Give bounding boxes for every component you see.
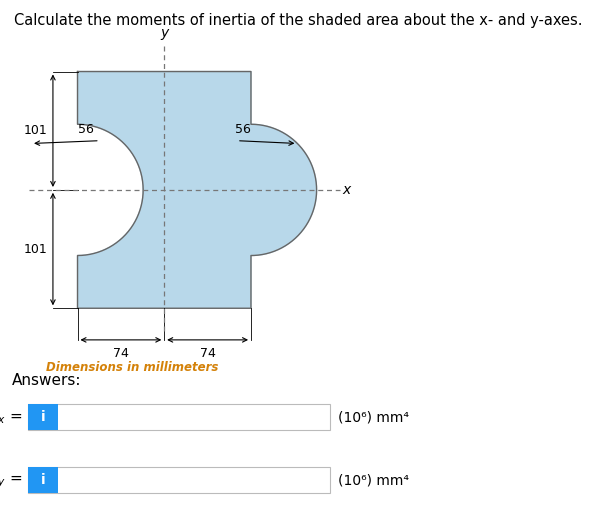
Text: 101: 101 [23, 243, 47, 256]
FancyBboxPatch shape [28, 404, 330, 430]
Text: 101: 101 [23, 124, 47, 137]
Text: $I_x$ =: $I_x$ = [0, 408, 22, 426]
Text: x: x [342, 183, 350, 197]
FancyBboxPatch shape [28, 467, 58, 493]
Text: y: y [160, 26, 169, 40]
Polygon shape [77, 72, 316, 309]
Text: 74: 74 [113, 347, 129, 360]
Text: Answers:: Answers: [12, 373, 82, 388]
Text: $I_y$ =: $I_y$ = [0, 470, 22, 490]
Text: (10⁶) mm⁴: (10⁶) mm⁴ [338, 473, 409, 487]
Text: (10⁶) mm⁴: (10⁶) mm⁴ [338, 410, 409, 424]
Text: Calculate the moments of inertia of the shaded area about the x- and y-axes.: Calculate the moments of inertia of the … [14, 13, 582, 28]
Text: i: i [41, 410, 45, 424]
FancyBboxPatch shape [28, 404, 58, 430]
Text: 56: 56 [78, 123, 94, 136]
Text: Dimensions in millimeters: Dimensions in millimeters [46, 361, 219, 374]
Text: 74: 74 [200, 347, 216, 360]
FancyBboxPatch shape [28, 467, 330, 493]
Text: 56: 56 [235, 123, 250, 136]
Text: i: i [41, 473, 45, 487]
